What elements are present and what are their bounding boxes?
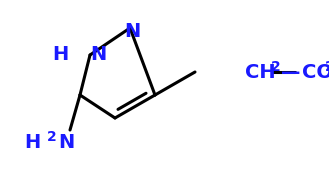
Text: N: N — [90, 46, 106, 65]
Text: CH: CH — [245, 62, 276, 82]
Text: H: H — [24, 132, 40, 152]
Text: —: — — [281, 62, 301, 82]
Text: 2: 2 — [47, 130, 57, 144]
Text: 2: 2 — [271, 60, 281, 74]
Text: N: N — [58, 132, 74, 152]
Text: N: N — [124, 22, 140, 41]
Text: 2: 2 — [325, 60, 329, 74]
Text: H: H — [52, 46, 68, 65]
Text: CO: CO — [302, 62, 329, 82]
